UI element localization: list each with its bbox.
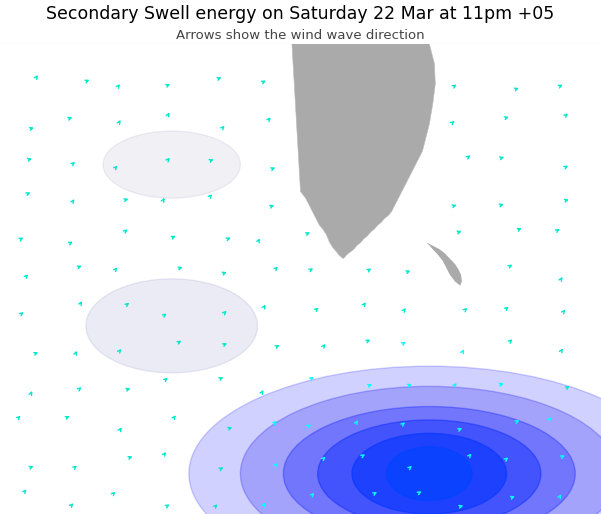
Ellipse shape [240, 387, 601, 514]
Ellipse shape [86, 279, 258, 373]
Text: Arrows show the wind wave direction: Arrows show the wind wave direction [176, 29, 425, 42]
Ellipse shape [352, 433, 507, 514]
Ellipse shape [103, 131, 240, 198]
Polygon shape [292, 44, 435, 259]
Ellipse shape [283, 407, 575, 514]
Polygon shape [427, 243, 462, 286]
Ellipse shape [318, 420, 541, 514]
Ellipse shape [386, 447, 472, 501]
Text: Secondary Swell energy on Saturday 22 Mar at 11pm +05: Secondary Swell energy on Saturday 22 Ma… [46, 5, 555, 23]
Ellipse shape [189, 366, 601, 514]
